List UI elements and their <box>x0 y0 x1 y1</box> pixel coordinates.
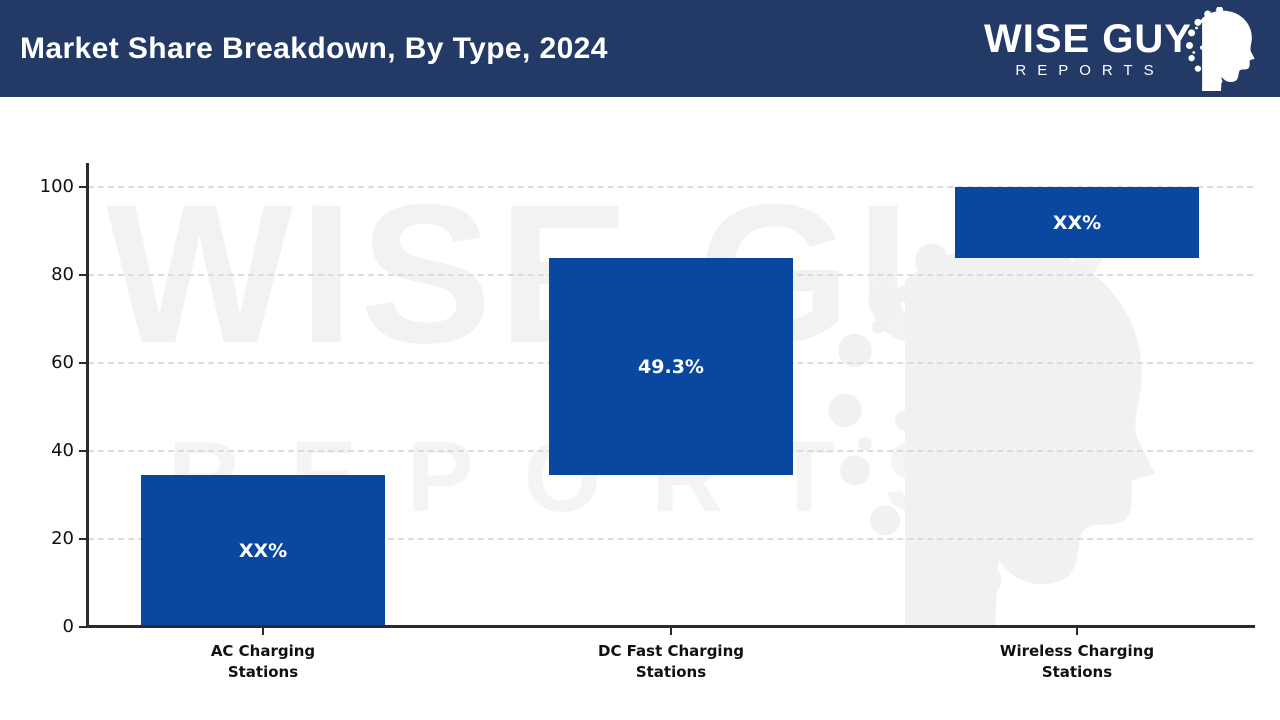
page-title: Market Share Breakdown, By Type, 2024 <box>20 31 608 65</box>
bar-value-label: XX% <box>238 540 288 563</box>
y-axis-tick-60 <box>79 362 86 364</box>
gridline-20 <box>88 538 1253 540</box>
header-bar: Market Share Breakdown, By Type, 2024 WI… <box>0 0 1280 97</box>
wiseguy-logo: WISE GUY REPORTS <box>984 6 1264 91</box>
logo-subtext: REPORTS <box>1015 61 1165 79</box>
y-axis-line <box>86 163 89 627</box>
bar-wireless-charging: XX% <box>955 187 1199 259</box>
y-axis-tick-0 <box>79 626 86 628</box>
x-axis-category-label: DC Fast Charging Stations <box>598 642 744 681</box>
watermark-face-icon <box>828 227 1155 627</box>
logo-wordmark: WISE GUY REPORTS <box>984 19 1192 79</box>
y-axis-tick-label: 20 <box>51 528 74 549</box>
bar-ac-charging: XX% <box>141 475 385 627</box>
y-axis-tick-label: 40 <box>51 440 74 461</box>
bar-dc-fast-charging: 49.3% <box>549 258 793 476</box>
logo-face-icon <box>1186 6 1255 91</box>
x-axis-line <box>86 625 1255 628</box>
y-axis-tick-label: 100 <box>39 176 74 197</box>
y-axis-tick-label: 60 <box>51 352 74 373</box>
y-axis-tick-40 <box>79 450 86 452</box>
y-axis-tick-100 <box>79 186 86 188</box>
bar-value-label: XX% <box>1052 211 1102 234</box>
x-axis-category-label: Wireless Charging Stations <box>999 642 1155 681</box>
x-axis-category-label: AC Charging Stations <box>210 642 316 681</box>
gridline-100 <box>88 186 1253 188</box>
x-axis-tick-ac-charging <box>262 628 264 635</box>
bar-value-label: 49.3% <box>638 355 704 378</box>
y-axis-tick-20 <box>79 538 86 540</box>
y-axis-tick-label: 80 <box>51 264 74 285</box>
x-axis-tick-dc-fast-charging <box>670 628 672 635</box>
x-axis-tick-wireless-charging <box>1076 628 1078 635</box>
logo-word: WISE GUY <box>983 16 1192 61</box>
y-axis-tick-label: 0 <box>62 616 74 637</box>
y-axis-tick-80 <box>79 274 86 276</box>
